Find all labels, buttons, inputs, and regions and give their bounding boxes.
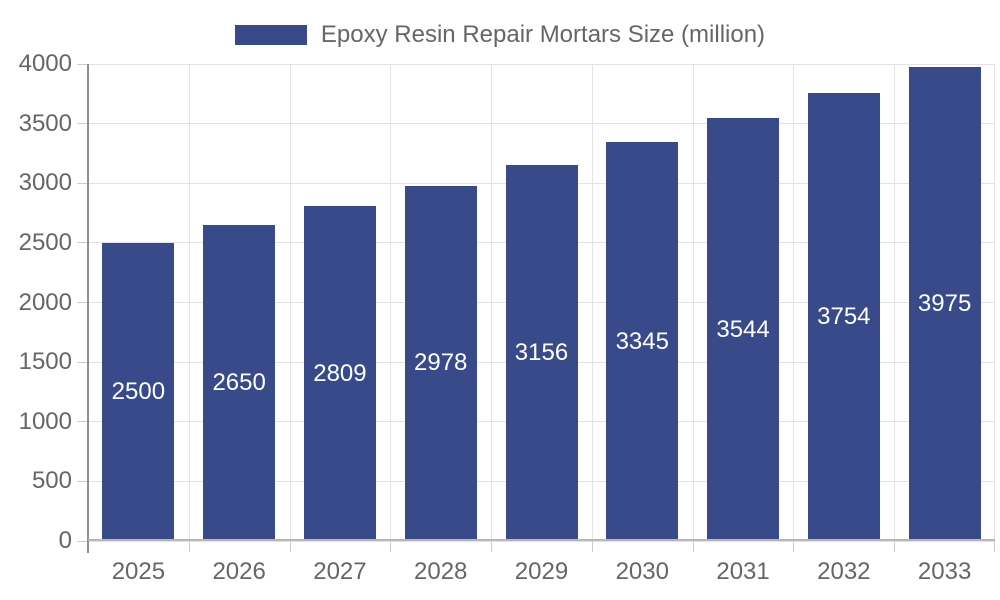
x-axis-label: 2033: [917, 558, 972, 585]
bar-2030: 3345: [606, 142, 679, 541]
gridline-h: [88, 540, 995, 542]
x-tick: [692, 541, 694, 552]
gridline-v: [692, 64, 694, 541]
legend[interactable]: Epoxy Resin Repair Mortars Size (million…: [0, 21, 1000, 49]
bar-value-label: 3754: [817, 303, 871, 331]
y-axis-label: 500: [31, 467, 72, 495]
gridline-v: [793, 64, 795, 541]
x-axis-label: 2028: [414, 558, 468, 585]
x-tick: [491, 541, 493, 552]
bar-value-label: 3156: [514, 338, 569, 366]
bar-value-label: 2809: [313, 359, 367, 387]
x-axis-label: 2025: [111, 558, 166, 585]
y-axis-label: 2000: [18, 288, 72, 316]
y-axis-label: 3500: [18, 109, 72, 137]
y-tick: [77, 421, 88, 423]
bar-2033: 3975: [908, 66, 981, 541]
gridline-v: [591, 64, 593, 541]
gridline-v: [994, 64, 995, 541]
y-tick: [77, 63, 88, 65]
gridline-v: [289, 64, 291, 541]
y-axis-label: 1500: [18, 348, 72, 376]
gridline-v: [188, 64, 190, 541]
x-axis-line: [88, 539, 995, 541]
bar-2028: 2978: [404, 185, 477, 541]
bar-2029: 3156: [505, 164, 578, 541]
x-tick: [591, 541, 593, 552]
x-axis-label: 2031: [716, 558, 770, 585]
y-tick: [77, 242, 88, 244]
bar-2032: 3754: [807, 93, 880, 541]
y-axis-label: 0: [58, 527, 72, 554]
x-tick: [793, 541, 795, 552]
y-tick: [77, 302, 88, 303]
gridline-h: [88, 63, 995, 65]
x-axis-label: 2027: [313, 558, 367, 585]
y-axis-line: [87, 64, 89, 553]
bar-value-label: 3544: [716, 315, 770, 343]
bar-value-label: 2978: [414, 349, 468, 377]
bar-2027: 2809: [303, 206, 376, 541]
bar-value-label: 2500: [111, 377, 166, 405]
bar-2026: 2650: [203, 224, 276, 541]
y-tick: [77, 480, 88, 482]
x-axis-label: 2026: [212, 558, 266, 585]
bar-2031: 3544: [707, 118, 780, 541]
x-axis-label: 2029: [514, 558, 569, 585]
gridline-v: [390, 64, 392, 541]
legend-label: Epoxy Resin Repair Mortars Size (million…: [320, 21, 766, 48]
x-tick: [188, 541, 190, 552]
x-tick: [390, 541, 392, 552]
y-tick: [77, 123, 88, 125]
y-axis-label: 2500: [18, 228, 72, 256]
plot-area: 2500 2650 2809 2978 3156 3345 3544 3754 3975: [77, 63, 995, 553]
y-tick: [77, 182, 88, 184]
gridline-v: [491, 64, 493, 541]
x-tick: [994, 541, 995, 552]
bar-2025: 2500: [102, 242, 175, 541]
y-axis-label: 4000: [18, 50, 72, 77]
bar-value-label: 3975: [917, 289, 972, 317]
y-tick: [77, 540, 88, 542]
x-tick: [289, 541, 291, 552]
y-axis-label: 3000: [18, 169, 72, 197]
y-axis-label: 1000: [18, 407, 72, 435]
bar-value-label: 2650: [212, 368, 266, 396]
legend-swatch: [234, 25, 307, 45]
x-axis-label: 2030: [615, 558, 669, 585]
gridline-h: [88, 123, 995, 125]
x-tick: [894, 541, 896, 552]
gridline-v: [894, 64, 896, 541]
bar-value-label: 3345: [615, 327, 669, 355]
y-tick: [77, 361, 88, 363]
x-axis-label: 2032: [817, 558, 871, 585]
